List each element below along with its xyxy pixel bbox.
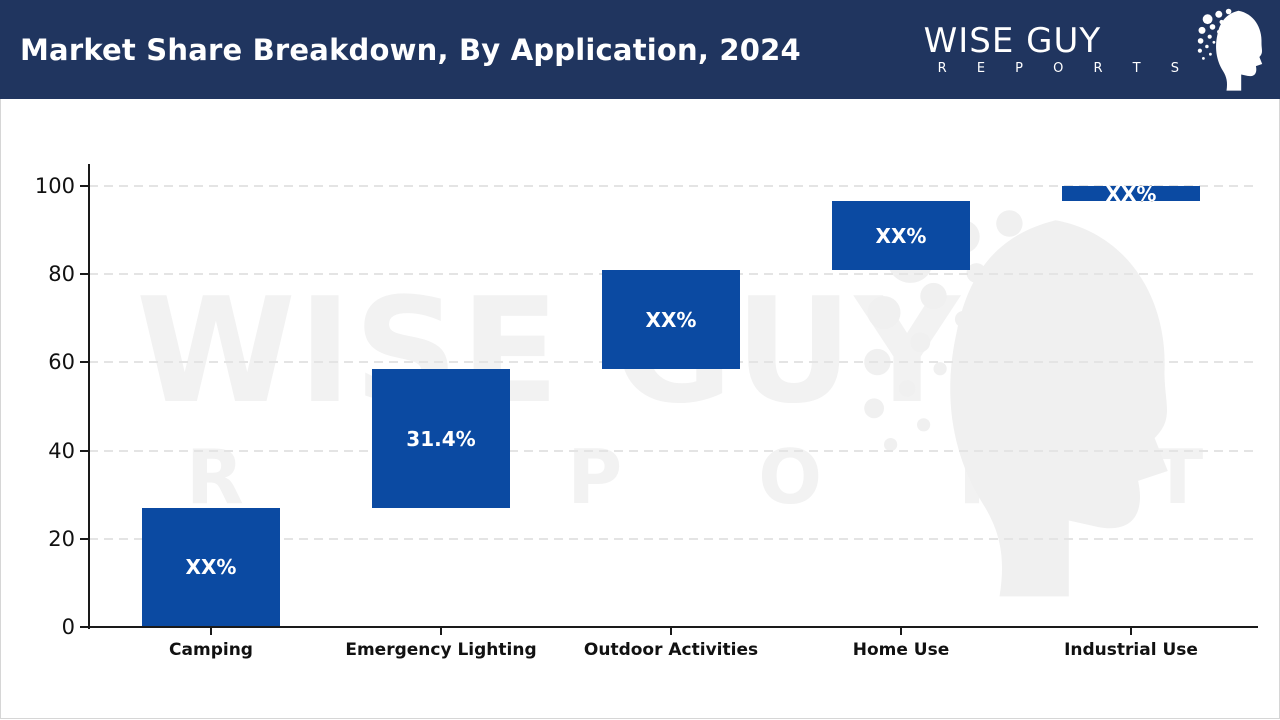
gridline-100: [89, 185, 1257, 187]
chart-canvas: WISE GUY R E P O R T S XX%31.4%XX%XX%XX%…: [0, 99, 1280, 719]
ytick-label-40: 40: [48, 438, 75, 463]
ytick-mark-80: [80, 273, 89, 276]
xtick-mark-2: [670, 627, 672, 635]
bar-camping: XX%: [142, 507, 280, 627]
xtick-label-3: Home Use: [852, 640, 950, 660]
ytick-label-100: 100: [34, 174, 75, 198]
bar-value-label: XX%: [1105, 186, 1157, 202]
bar-value-label: XX%: [875, 223, 927, 248]
xtick-label-0: Camping: [169, 640, 253, 660]
xtick-mark-4: [1130, 627, 1132, 635]
gridline-20: [89, 537, 1257, 540]
ytick-label-0: 0: [61, 615, 75, 639]
ytick-mark-20: [80, 537, 89, 540]
brand-wordmark: WISE GUY: [923, 21, 1102, 61]
xtick-mark-1: [440, 627, 442, 635]
brand-tagline: R E P O R T S: [937, 61, 1192, 76]
header-bar: Market Share Breakdown, By Application, …: [0, 0, 1280, 99]
bar-value-label: XX%: [185, 555, 237, 580]
ytick-mark-40: [80, 449, 89, 452]
bar-emergency-lighting: 31.4%: [372, 369, 510, 508]
axis-layer: 0 20 40 60 80 100 Camping Emergency Lighting Out…: [1, 99, 1279, 718]
bar-industrial-use: XX%: [1062, 186, 1200, 202]
xtick-label-4: Industrial Use: [1064, 640, 1198, 660]
brand-logo: WISE GUY R E P O R T S: [924, 8, 1266, 92]
ytick-mark-60: [80, 361, 89, 364]
bar-value-label: XX%: [645, 307, 697, 332]
page-title: Market Share Breakdown, By Application, …: [20, 32, 801, 67]
bar-layer: XX% 31.4% XX% XX% XX%: [1, 99, 1279, 718]
bar-home-use: XX%: [832, 201, 970, 270]
gridline-40: [89, 449, 1257, 452]
xtick-mark-3: [900, 627, 902, 635]
bar-outdoor-activities: XX%: [602, 269, 740, 370]
ytick-label-80: 80: [48, 262, 75, 287]
xtick-label-2: Outdoor Activities: [583, 640, 759, 660]
y-axis-line: [88, 164, 90, 629]
xtick-mark-0: [210, 627, 212, 635]
ytick-mark-0: [80, 626, 89, 628]
face-dots-logo-icon: [1197, 8, 1263, 91]
x-axis-line: [88, 626, 1258, 628]
watermark-wordmark: WISE GUY: [136, 267, 962, 436]
bar-value-label: 31.4%: [406, 426, 476, 451]
xtick-label-1: Emergency Lighting: [345, 640, 537, 660]
brand-logo-text: WISE GUY R E P O R T S: [924, 24, 1192, 75]
ytick-label-20: 20: [48, 526, 75, 551]
ytick-mark-100: [80, 185, 89, 187]
ytick-label-60: 60: [48, 350, 75, 375]
